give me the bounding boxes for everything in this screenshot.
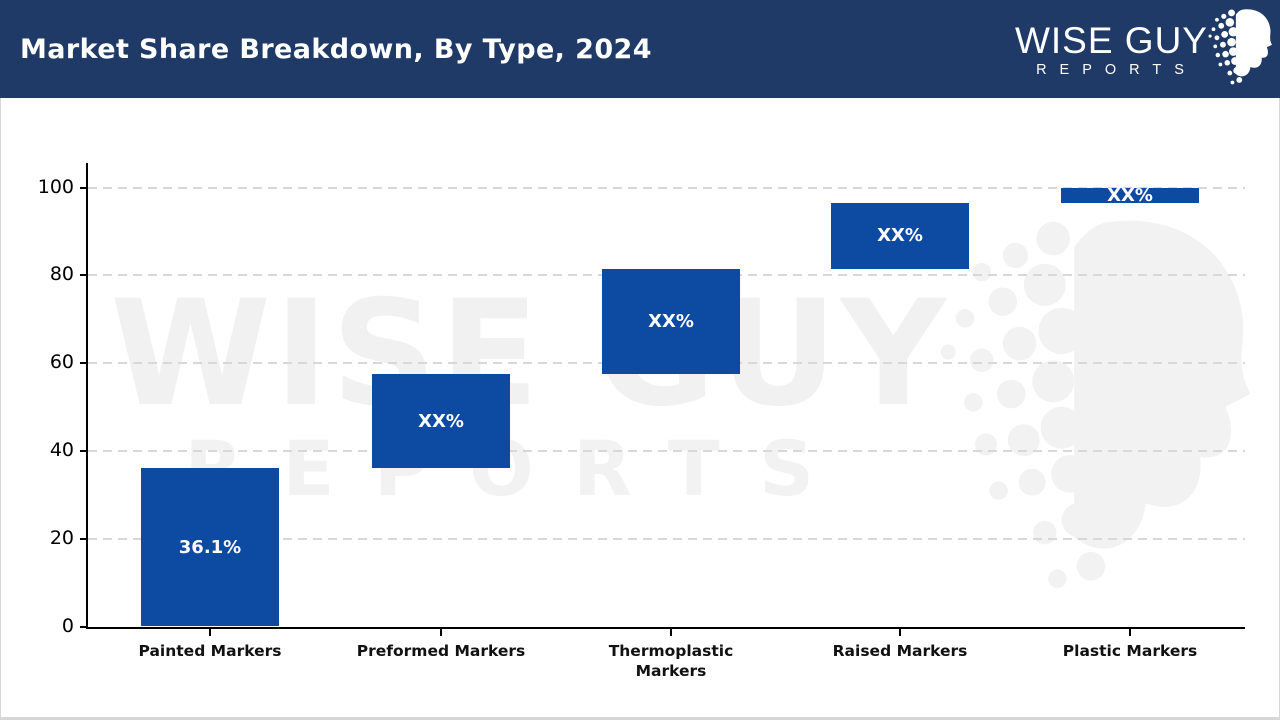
- x-label-thermoplastic-markers: Thermoplastic Markers: [608, 641, 734, 681]
- y-tick-label-60: 60: [49, 351, 74, 374]
- y-tick-label-0: 0: [61, 614, 74, 637]
- gridline-20: [88, 537, 1245, 540]
- x-tick-5: [1129, 628, 1131, 636]
- bar-plastic-markers: XX%: [1061, 184, 1199, 206]
- y-tick-label-100: 100: [37, 175, 74, 198]
- y-tick-label-40: 40: [49, 438, 74, 461]
- x-tick-2: [440, 628, 442, 636]
- page-title: Market Share Breakdown, By Type, 2024: [20, 33, 652, 65]
- x-label-painted-markers: Painted Markers: [138, 641, 282, 660]
- y-axis-line: [86, 163, 88, 629]
- gridline-40: [88, 449, 1245, 452]
- logo-wordmark: WISE GUY: [1014, 20, 1208, 61]
- bar-value-label: 36.1%: [178, 536, 242, 558]
- y-tick-label-20: 20: [49, 526, 74, 549]
- bar-painted-markers: 36.1%: [141, 468, 279, 627]
- y-tick-label-80: 80: [49, 263, 74, 286]
- y-tick-60: [80, 362, 87, 365]
- x-tick-3: [670, 628, 672, 636]
- y-tick-40: [80, 449, 87, 452]
- y-tick-0: [80, 625, 87, 628]
- x-label-plastic-markers: Plastic Markers: [1062, 641, 1198, 660]
- header-band: Market Share Breakdown, By Type, 2024 WI…: [0, 0, 1280, 98]
- bar-value-label: XX%: [418, 410, 464, 432]
- logo-face-icon: [1208, 9, 1272, 85]
- bottom-edge-line: [0, 717, 1280, 720]
- x-label-raised-markers: Raised Markers: [832, 641, 968, 660]
- wise-guy-logo: WISE GUY REPORTS: [1015, 7, 1278, 91]
- gridline-100: [88, 186, 1245, 189]
- bar-value-label: XX%: [1107, 184, 1153, 206]
- y-tick-100: [80, 186, 87, 189]
- bar-preformed-markers: XX%: [372, 374, 510, 468]
- x-tick-1: [209, 628, 211, 636]
- x-axis-line: [86, 626, 1245, 629]
- bar-thermoplastic-markers: XX%: [602, 268, 740, 375]
- y-tick-80: [80, 274, 87, 277]
- y-tick-20: [80, 537, 87, 540]
- x-label-preformed-markers: Preformed Markers: [356, 641, 526, 660]
- bar-value-label: XX%: [648, 310, 694, 332]
- logo-subtitle: REPORTS: [1036, 62, 1197, 78]
- bar-raised-markers: XX%: [831, 202, 969, 269]
- x-tick-4: [899, 628, 901, 636]
- bar-value-label: XX%: [877, 225, 923, 247]
